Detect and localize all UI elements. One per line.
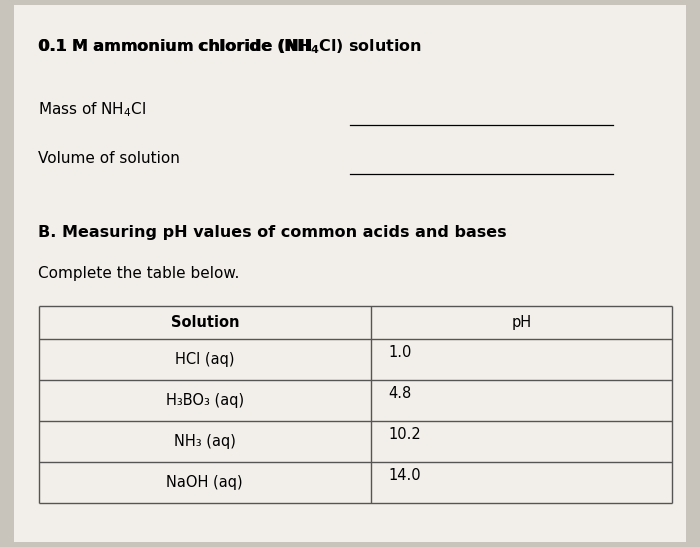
Text: NH₃ (aq): NH₃ (aq) — [174, 434, 236, 449]
Text: $\mathbf{0.1\ M\ ammonium\ chloride\ (NH_4Cl)\ solution}$: $\mathbf{0.1\ M\ ammonium\ chloride\ (NH… — [38, 37, 423, 56]
Text: 14.0: 14.0 — [389, 468, 421, 482]
Text: B. Measuring pH values of common acids and bases: B. Measuring pH values of common acids a… — [38, 225, 507, 240]
Text: Solution: Solution — [171, 315, 239, 330]
Text: H₃BO₃ (aq): H₃BO₃ (aq) — [166, 393, 244, 408]
Text: Volume of solution: Volume of solution — [38, 151, 181, 166]
Text: NaOH (aq): NaOH (aq) — [167, 475, 243, 490]
Text: HCl (aq): HCl (aq) — [175, 352, 234, 367]
Text: Mass of NH$_4$Cl: Mass of NH$_4$Cl — [38, 100, 146, 119]
Text: 0.1 M ammonium chloride (NH: 0.1 M ammonium chloride (NH — [38, 39, 313, 54]
Text: 10.2: 10.2 — [389, 427, 421, 441]
Text: 1.0: 1.0 — [389, 345, 412, 359]
Text: 4.8: 4.8 — [389, 386, 412, 400]
Text: pH: pH — [512, 315, 531, 330]
Text: Complete the table below.: Complete the table below. — [38, 266, 240, 281]
